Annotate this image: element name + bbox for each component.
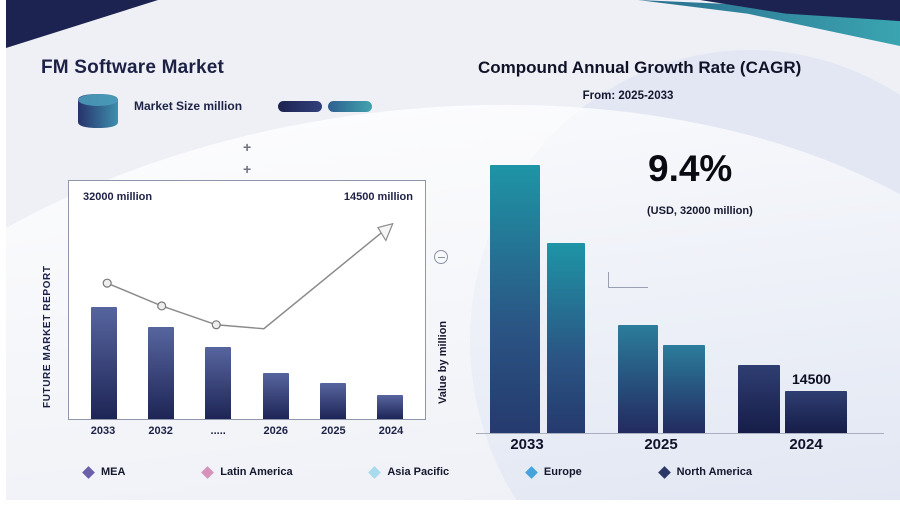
x-tick-label: 2033 — [90, 425, 116, 437]
cagr-note: (USD, 32000 million) — [647, 205, 753, 217]
bar-2032 — [148, 327, 175, 419]
legend-item: North America — [657, 465, 752, 479]
x-tick-label: 2033 — [510, 436, 544, 453]
bar-2026 — [262, 373, 289, 419]
teal-pill-badge — [328, 101, 372, 112]
cagr-title: Compound Annual Growth Rate (CAGR) — [478, 58, 802, 77]
legend-item: Latin America — [201, 465, 293, 479]
cagr-bar-2025 — [663, 345, 705, 433]
value-callout: 14500 — [792, 371, 831, 387]
cagr-subtitle: From: 2025-2033 — [582, 90, 674, 102]
cagr-value: 9.4% — [648, 148, 733, 189]
legend-label: MEA — [101, 466, 126, 478]
page-title: FM Software Market — [41, 57, 225, 78]
bar-2025 — [319, 383, 346, 419]
market-size-bars — [69, 181, 425, 419]
cagr-bar-2033 — [547, 243, 585, 433]
legend-diamond-icon — [201, 465, 215, 479]
bar-..... — [205, 347, 232, 419]
max-value-label: 32000 million — [83, 191, 153, 203]
legend-label: Europe — [543, 466, 582, 478]
x-tick-label: 2024 — [378, 425, 404, 437]
legend-label: North America — [676, 466, 752, 478]
bracket-decoration — [608, 272, 648, 288]
plus-icon: + — [243, 139, 252, 155]
market-size-bar — [318, 383, 348, 419]
legend-item: Europe — [525, 465, 582, 479]
x-tick-label: ..... — [210, 425, 226, 437]
bar-2024 — [376, 395, 403, 419]
navy-pill-badge — [278, 101, 322, 112]
x-tick-label: 2032 — [148, 425, 173, 437]
legend-diamond-icon — [657, 465, 671, 479]
market-size-label: Market Size million — [134, 99, 243, 113]
x-axis-line — [476, 433, 884, 434]
min-value-label: 14500 million — [343, 191, 413, 203]
minus-circle-icon — [434, 250, 448, 264]
legend-item: Asia Pacific — [368, 465, 450, 479]
legend-diamond-icon — [525, 465, 538, 479]
left-x-axis-labels: 2033 2032..... 2026 2025 2024 — [68, 425, 426, 437]
cagr-bar-2024 — [738, 365, 780, 433]
market-size-bar — [203, 347, 233, 419]
x-tick-label: 2026 — [263, 425, 289, 437]
left-y-axis-label: FUTURE MARKET REPORT — [42, 265, 53, 408]
legend-label: Latin America — [220, 466, 293, 478]
x-tick-label: 2025 — [321, 425, 346, 437]
legend-item: MEA — [82, 465, 126, 479]
cagr-bar-2033 — [490, 165, 540, 433]
cagr-bar-2024 — [785, 391, 847, 433]
plus-icon: + — [243, 161, 252, 177]
legend-diamond-icon — [82, 465, 95, 479]
market-size-bar — [146, 327, 176, 419]
legend-diamond-icon — [368, 465, 382, 479]
x-tick-label: 2024 — [789, 436, 823, 453]
market-size-chart-panel: 32000 million 14500 million — [68, 180, 426, 420]
market-size-bar — [261, 373, 291, 419]
legend-label: Asia Pacific — [387, 466, 450, 478]
right-y-axis-label: Value by million — [437, 320, 449, 404]
x-tick-label: 2025 — [644, 436, 678, 453]
bar-2033 — [91, 307, 117, 419]
legend: MEA Latin America Asia Pacific Europe North … — [82, 465, 752, 479]
market-size-bar — [375, 395, 405, 419]
market-size-bar — [89, 307, 119, 419]
cagr-bar-2025 — [618, 325, 658, 433]
cylinder-icon — [72, 92, 124, 130]
